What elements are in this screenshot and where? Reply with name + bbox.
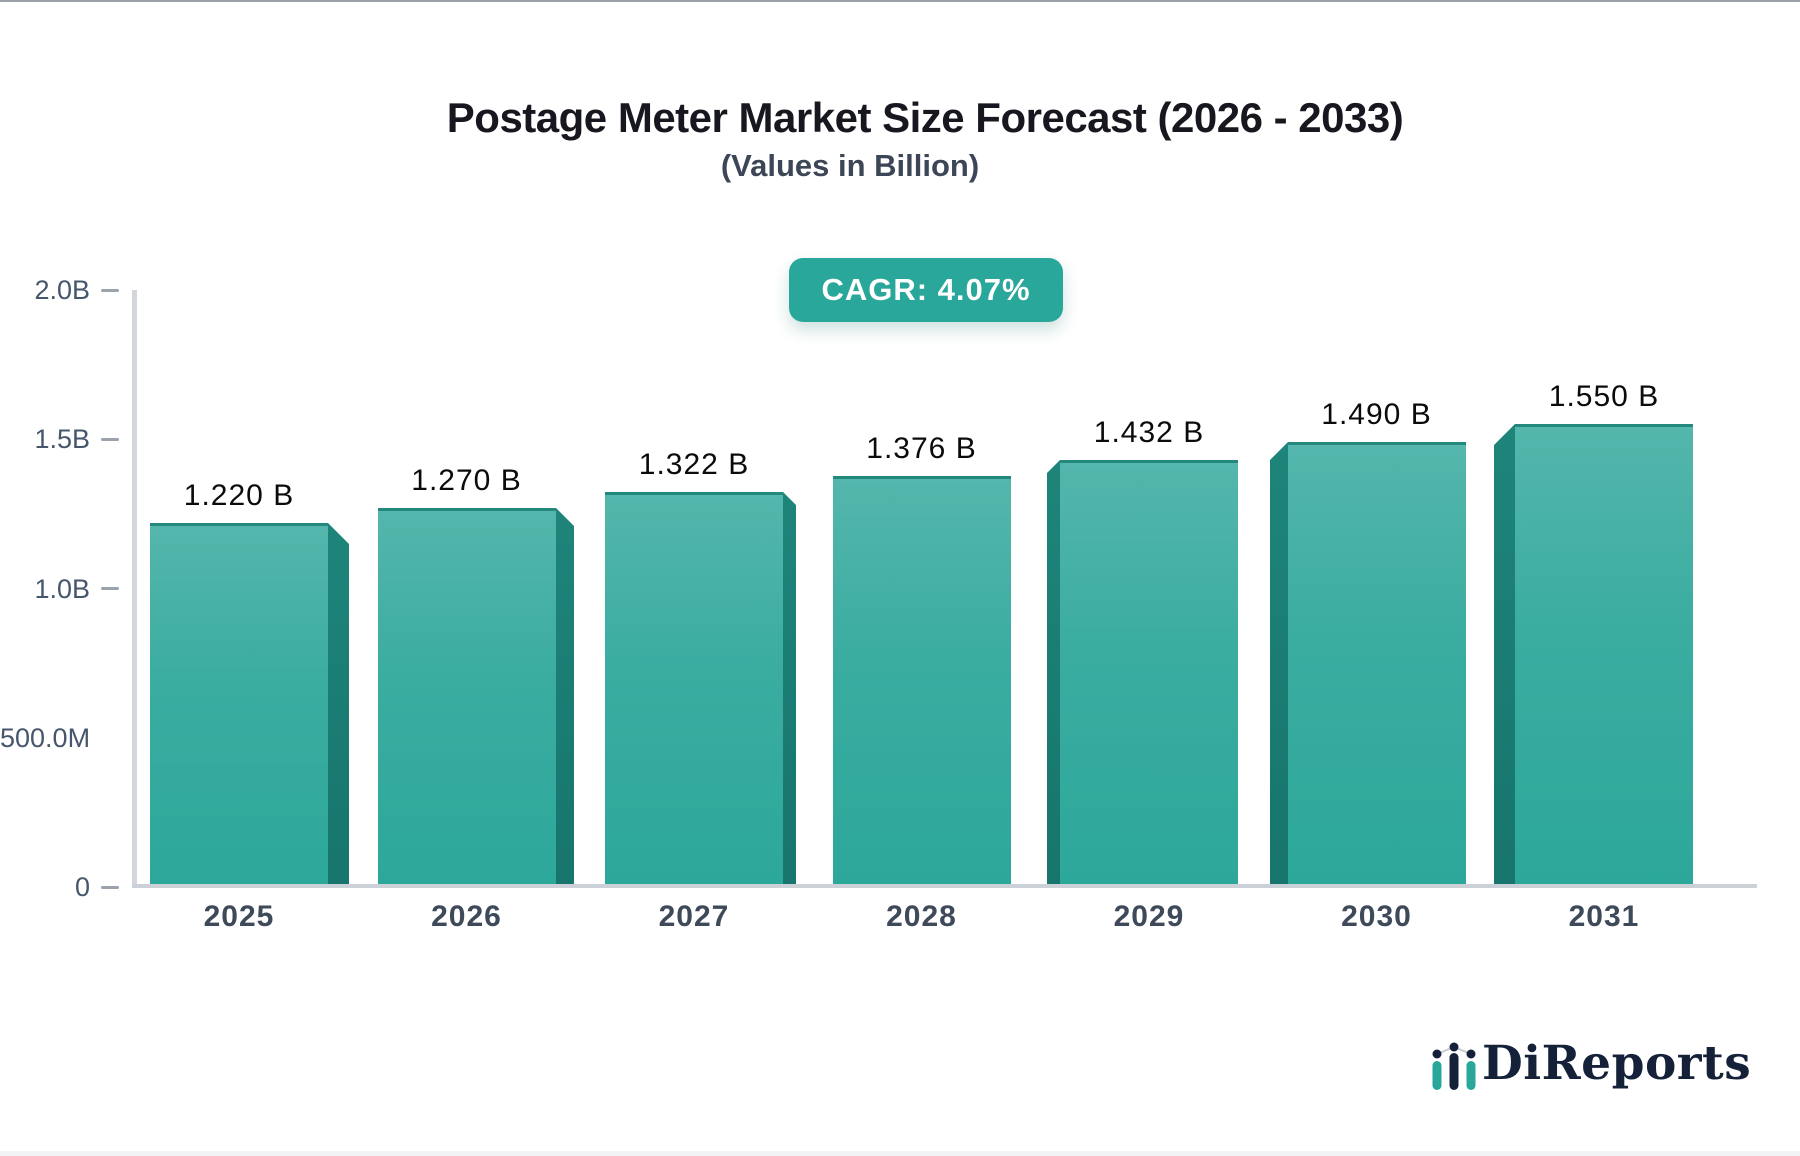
bar-2028 xyxy=(833,476,1011,887)
y-tick-label: 1.5B xyxy=(34,424,90,455)
bar-value-label-2031: 1.550 B xyxy=(1548,380,1660,413)
bar-side-2029 xyxy=(1047,460,1060,887)
y-tick-label: 2.0B xyxy=(34,275,90,305)
bar-value-label-2026: 1.270 B xyxy=(411,464,522,497)
x-category-label-2028: 2028 xyxy=(886,900,957,933)
bar-value-label-2030: 1.490 B xyxy=(1321,398,1432,431)
brand-logo: DiReports xyxy=(1432,1038,1751,1094)
x-category-label-2031: 2031 xyxy=(1568,900,1640,933)
bar-2026 xyxy=(378,508,556,887)
bar-value-label-2027: 1.322 B xyxy=(638,448,750,481)
bar-2029 xyxy=(1060,460,1238,887)
bottom-edge-strip xyxy=(0,1151,1800,1156)
bar-2025 xyxy=(150,523,328,887)
bar-side-2025 xyxy=(328,523,349,887)
y-tick-label: 500.0M xyxy=(0,722,91,753)
y-tick-dash xyxy=(101,587,119,590)
y-tick-label: 1.0B xyxy=(34,573,90,604)
bar-side-2030 xyxy=(1270,442,1288,887)
x-category-label-2025: 2025 xyxy=(203,900,275,933)
brand-name: DiReports xyxy=(1482,1036,1752,1091)
y-tick-label: 0 xyxy=(74,872,90,902)
cagr-badge-label: CAGR: 4.07% xyxy=(821,272,1031,307)
bar-side-2031 xyxy=(1494,424,1515,887)
bar-2030 xyxy=(1288,442,1466,887)
x-category-label-2026: 2026 xyxy=(431,900,502,933)
cagr-badge: CAGR: 4.07% xyxy=(789,258,1063,322)
bar-value-label-2028: 1.376 B xyxy=(866,432,977,465)
x-category-label-2029: 2029 xyxy=(1113,900,1185,933)
y-axis-line xyxy=(132,290,137,888)
brand-chart-icon xyxy=(1432,1042,1476,1090)
top-edge-line xyxy=(0,0,1800,2)
y-tick-dash xyxy=(101,437,119,441)
bar-value-label-2025: 1.220 B xyxy=(183,479,295,512)
x-axis-line xyxy=(132,884,1757,888)
bar-2027 xyxy=(605,492,783,887)
bar-2031 xyxy=(1515,424,1693,887)
y-tick-dash xyxy=(101,885,119,889)
bar-side-2027 xyxy=(783,492,796,887)
chart-subtitle: (Values in Billion) xyxy=(720,148,980,183)
bar-value-label-2029: 1.432 B xyxy=(1093,416,1205,449)
x-category-label-2030: 2030 xyxy=(1341,900,1412,933)
bar-side-2026 xyxy=(556,508,574,887)
x-category-label-2027: 2027 xyxy=(658,900,730,933)
y-tick-dash xyxy=(101,288,119,292)
chart-title: Postage Meter Market Size Forecast (2026… xyxy=(446,94,1404,141)
